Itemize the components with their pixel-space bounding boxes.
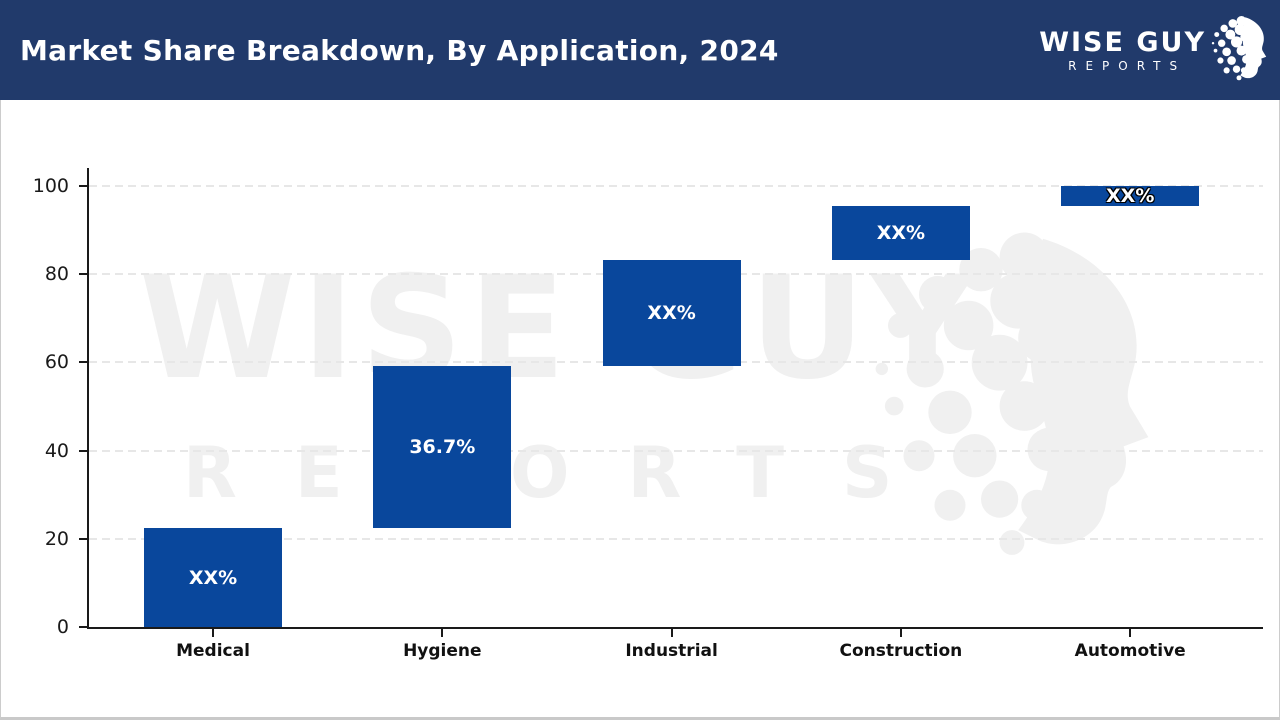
x-axis-tick bbox=[212, 629, 214, 637]
page-title: Market Share Breakdown, By Application, … bbox=[20, 33, 779, 67]
x-axis-tick bbox=[670, 629, 673, 637]
watermark-subtitle-text: REPORTS bbox=[183, 432, 951, 514]
watermark-brand-text: WISE GUY bbox=[139, 246, 980, 411]
header-band: Market Share Breakdown, By Application, … bbox=[0, 0, 1280, 100]
x-axis-tick bbox=[1129, 629, 1132, 637]
bar-value-label: XX% bbox=[188, 566, 238, 589]
y-gridline bbox=[89, 185, 1263, 187]
x-axis-line bbox=[87, 627, 1263, 629]
y-tick-label: 100 bbox=[32, 175, 69, 197]
y-tick-label: 40 bbox=[44, 439, 69, 462]
y-axis-tick bbox=[79, 185, 89, 187]
x-tick-label: Hygiene bbox=[403, 641, 482, 661]
x-tick-label: Medical bbox=[176, 641, 250, 661]
y-axis-tick bbox=[79, 273, 89, 276]
dotted-head-profile-icon bbox=[1211, 16, 1267, 81]
y-gridline bbox=[89, 449, 1263, 452]
bar: XX% bbox=[1061, 185, 1200, 208]
y-axis-tick bbox=[79, 361, 89, 364]
watermark-head-profile-icon bbox=[875, 232, 1149, 555]
y-tick-label: 0 bbox=[56, 616, 69, 638]
brand-subtitle: REPORTS bbox=[1068, 58, 1187, 73]
y-tick-label: 60 bbox=[44, 351, 69, 374]
y-tick-label: 80 bbox=[44, 263, 69, 286]
chart-area: WISE GUY REPORTS 0 20 40 60 80 100 XX% Medical 3… bbox=[0, 100, 1280, 720]
y-axis-tick bbox=[79, 626, 89, 628]
y-axis-line bbox=[87, 168, 89, 629]
y-axis-tick bbox=[79, 537, 89, 540]
x-axis-tick bbox=[899, 629, 902, 637]
bar: XX% bbox=[831, 206, 970, 260]
x-tick-label: Automotive bbox=[1074, 641, 1186, 661]
bar: 36.7% bbox=[373, 366, 512, 529]
bar-value-label: XX% bbox=[647, 302, 696, 324]
bar-value-label: 36.7% bbox=[409, 436, 476, 459]
brand-logo-text: WISE GUY REPORTS bbox=[1039, 29, 1206, 72]
y-axis-tick bbox=[79, 449, 89, 452]
y-tick-label: 20 bbox=[44, 527, 69, 550]
y-gridline bbox=[89, 537, 1263, 540]
bar-value-label: XX% bbox=[1106, 185, 1155, 208]
brand-name: WISE GUY bbox=[1039, 26, 1206, 58]
x-axis-tick bbox=[441, 629, 444, 637]
x-tick-label: Industrial bbox=[625, 641, 718, 661]
brand-logo: WISE GUY REPORTS bbox=[1039, 16, 1270, 84]
bar: XX% bbox=[602, 259, 741, 367]
x-tick-label: Construction bbox=[839, 641, 963, 661]
bar-value-label: XX% bbox=[876, 221, 926, 244]
bar: XX% bbox=[144, 528, 282, 627]
